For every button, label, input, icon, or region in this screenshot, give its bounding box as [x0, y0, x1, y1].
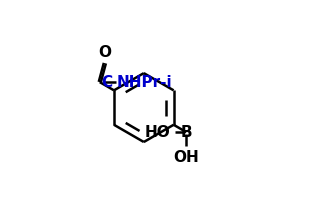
Text: O: O: [98, 45, 111, 59]
Text: NHPr-i: NHPr-i: [116, 75, 172, 90]
Text: C: C: [101, 75, 112, 91]
Text: B: B: [181, 125, 192, 140]
Text: HO: HO: [145, 125, 171, 140]
Text: OH: OH: [174, 150, 199, 165]
